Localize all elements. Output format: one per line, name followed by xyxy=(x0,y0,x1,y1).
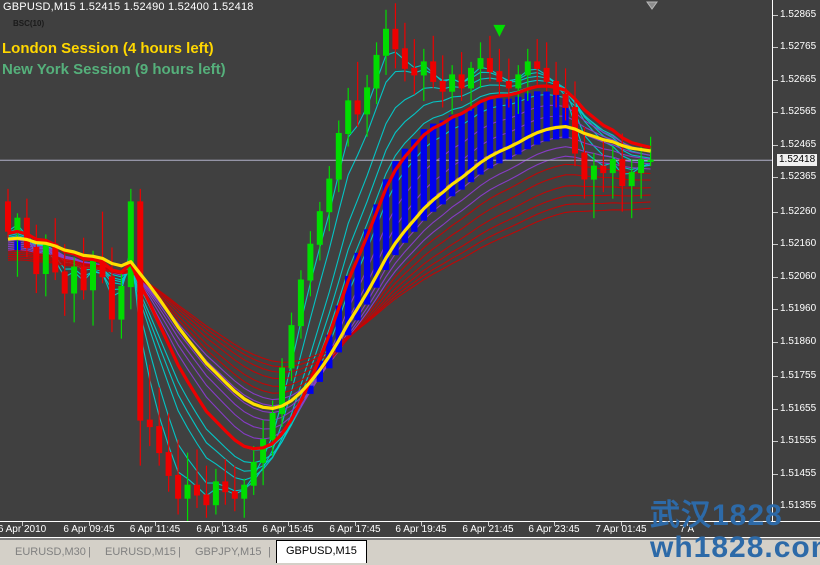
price-tick-label: 1.52160 xyxy=(780,238,817,249)
tabbar-strip xyxy=(0,538,820,540)
time-tick-label: 6 Apr 11:45 xyxy=(129,524,181,535)
price-tick xyxy=(773,376,778,377)
tab-separator: | xyxy=(178,546,181,558)
time-tick-label: 6 Apr 21:45 xyxy=(462,524,514,535)
price-tick-label: 1.52565 xyxy=(780,106,817,117)
time-tick xyxy=(554,522,555,526)
sell-signal-arrow-icon xyxy=(493,24,506,37)
price-tick-label: 1.52865 xyxy=(780,9,817,20)
chart-window[interactable]: GBPUSD,M15 1.52415 1.52490 1.52400 1.524… xyxy=(0,0,820,537)
time-tick-label: 6 Apr 13:45 xyxy=(196,524,248,535)
time-tick xyxy=(288,522,289,526)
time-tick-label: 6 Apr 23:45 xyxy=(528,524,580,535)
price-tick-label: 1.51960 xyxy=(780,303,817,314)
price-tick xyxy=(773,441,778,442)
newyork-session-label: New York Session (9 hours left) xyxy=(2,61,226,78)
bsc-signal-boxes xyxy=(14,91,569,394)
price-tick xyxy=(773,244,778,245)
price-tick-label: 1.51655 xyxy=(780,403,817,414)
fast-ma-line xyxy=(7,125,651,410)
time-tick xyxy=(621,522,622,526)
chart-tab-bar[interactable]: EURUSD,M30 | EURUSD,M15 | GBPJPY,M15 | GBPUSD,… xyxy=(0,537,820,565)
price-tick-label: 1.52365 xyxy=(780,171,817,182)
tab-gbpusd-m15[interactable]: GBPUSD,M15 xyxy=(276,540,367,563)
time-axis[interactable]: 6 Apr 2010 6 Apr 09:45 6 Apr 11:45 6 Apr 13… xyxy=(0,521,820,537)
candlestick-series xyxy=(5,3,654,521)
time-tick xyxy=(355,522,356,526)
price-tick-label: 1.52260 xyxy=(780,206,817,217)
price-tick-label: 1.52665 xyxy=(780,74,817,85)
price-tick-label: 1.52765 xyxy=(780,41,817,52)
chart-plot-area[interactable] xyxy=(0,0,772,521)
time-tick xyxy=(89,522,90,526)
time-tick-label: 6 Apr 17:45 xyxy=(329,524,381,535)
time-tick-label: 7 A xyxy=(679,524,695,535)
price-tick xyxy=(773,47,778,48)
price-tick-label: 1.51455 xyxy=(780,468,817,479)
price-tick-label: 1.51755 xyxy=(780,370,817,381)
tab-separator: | xyxy=(88,546,91,558)
time-tick xyxy=(22,522,23,526)
time-tick xyxy=(687,522,688,526)
indicator-label: BSC(10) xyxy=(13,19,45,28)
price-tick xyxy=(773,277,778,278)
price-tick xyxy=(773,342,778,343)
price-tick xyxy=(773,212,778,213)
time-tick-label: 6 Apr 2010 xyxy=(0,524,47,535)
current-price-label: 1.52418 xyxy=(777,154,818,166)
time-tick xyxy=(421,522,422,526)
price-tick-label: 1.52060 xyxy=(780,271,817,282)
tab-separator: | xyxy=(268,546,271,558)
symbol-quote-bar: GBPUSD,M15 1.52415 1.52490 1.52400 1.524… xyxy=(3,1,254,13)
slow-ma-line xyxy=(7,84,651,451)
tab-eurusd-m15[interactable]: EURUSD,M15 xyxy=(105,546,176,558)
time-tick-label: 6 Apr 15:45 xyxy=(262,524,314,535)
tab-eurusd-m30[interactable]: EURUSD,M30 xyxy=(15,546,86,558)
price-tick xyxy=(773,145,778,146)
price-tick xyxy=(773,112,778,113)
price-tick xyxy=(773,177,778,178)
price-tick xyxy=(773,506,778,507)
price-tick xyxy=(773,15,778,16)
time-tick xyxy=(222,522,223,526)
price-tick xyxy=(773,309,778,310)
london-session-label: London Session (4 hours left) xyxy=(2,40,214,57)
time-tick xyxy=(488,522,489,526)
price-tick xyxy=(773,80,778,81)
time-tick-label: 7 Apr 01:45 xyxy=(595,524,647,535)
chevron-down-icon xyxy=(646,1,658,10)
price-axis[interactable]: 1.52865 1.52765 1.52665 1.52565 1.52465 1.523… xyxy=(772,0,820,521)
tab-gbpjpy-m15[interactable]: GBPJPY,M15 xyxy=(195,546,262,558)
price-tick-label: 1.51555 xyxy=(780,435,817,446)
price-chart xyxy=(0,3,772,521)
time-tick-label: 6 Apr 09:45 xyxy=(63,524,115,535)
time-tick xyxy=(155,522,156,526)
price-tick-label: 1.51355 xyxy=(780,500,817,511)
price-tick xyxy=(773,474,778,475)
price-tick xyxy=(773,409,778,410)
price-tick-label: 1.51860 xyxy=(780,336,817,347)
time-tick-label: 6 Apr 19:45 xyxy=(395,524,447,535)
price-tick-label: 1.52465 xyxy=(780,139,817,150)
